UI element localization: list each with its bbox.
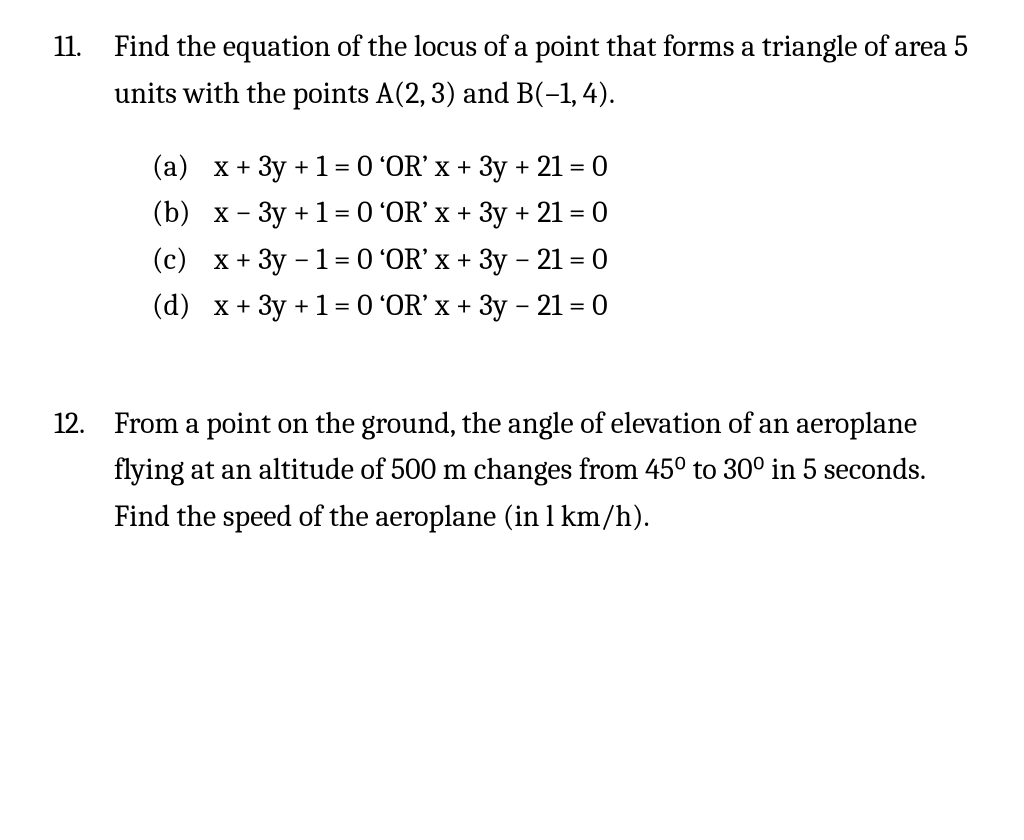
- option-label: (d): [152, 284, 214, 328]
- question-11-row: 11. Find the equation of the locus of a …: [54, 24, 984, 117]
- option-d: (d) x + 3y + 1 = 0 ‘OR’ x + 3y − 21 = 0: [152, 284, 984, 328]
- option-a: (a) x + 3y + 1 = 0 ‘OR’ x + 3y + 21 = 0: [152, 145, 984, 189]
- option-label: (a): [152, 145, 214, 189]
- option-text: x − 3y + 1 = 0 ‘OR’ x + 3y + 21 = 0: [214, 191, 984, 235]
- question-text: From a point on the ground, the angle of…: [114, 401, 984, 541]
- question-11-options: (a) x + 3y + 1 = 0 ‘OR’ x + 3y + 21 = 0 …: [152, 145, 984, 329]
- question-text: Find the equation of the locus of a poin…: [114, 24, 984, 117]
- option-label: (c): [152, 238, 214, 282]
- option-text: x + 3y − 1 = 0 ‘OR’ x + 3y − 21 = 0: [214, 238, 984, 282]
- question-12-row: 12. From a point on the ground, the angl…: [54, 401, 984, 541]
- question-11: 11. Find the equation of the locus of a …: [54, 24, 984, 329]
- question-number: 12.: [54, 401, 114, 448]
- option-text: x + 3y + 1 = 0 ‘OR’ x + 3y − 21 = 0: [214, 284, 984, 328]
- question-12: 12. From a point on the ground, the angl…: [54, 401, 984, 541]
- option-b: (b) x − 3y + 1 = 0 ‘OR’ x + 3y + 21 = 0: [152, 191, 984, 235]
- question-number: 11.: [54, 24, 114, 71]
- option-label: (b): [152, 191, 214, 235]
- option-text: x + 3y + 1 = 0 ‘OR’ x + 3y + 21 = 0: [214, 145, 984, 189]
- option-c: (c) x + 3y − 1 = 0 ‘OR’ x + 3y − 21 = 0: [152, 238, 984, 282]
